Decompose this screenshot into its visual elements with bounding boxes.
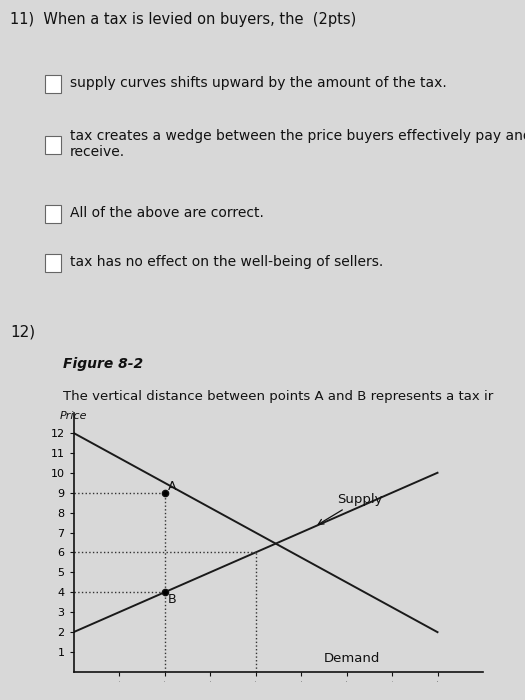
Text: Demand: Demand <box>324 652 380 665</box>
Text: All of the above are correct.: All of the above are correct. <box>70 206 264 220</box>
Text: A: A <box>168 480 176 493</box>
Text: B: B <box>168 594 177 606</box>
Bar <box>45 136 61 154</box>
Bar <box>45 205 61 223</box>
Text: 11)  When a tax is levied on buyers, the  (2pts): 11) When a tax is levied on buyers, the … <box>10 12 357 27</box>
Text: supply curves shifts upward by the amount of the tax.: supply curves shifts upward by the amoun… <box>70 76 447 90</box>
Bar <box>45 254 61 272</box>
Text: 12): 12) <box>10 325 36 340</box>
Text: The vertical distance between points A and B represents a tax ir: The vertical distance between points A a… <box>63 390 494 402</box>
Bar <box>45 75 61 93</box>
Text: Supply: Supply <box>318 493 383 524</box>
Text: tax has no effect on the well-being of sellers.: tax has no effect on the well-being of s… <box>70 255 383 269</box>
Text: Figure 8-2: Figure 8-2 <box>63 357 143 371</box>
Text: Price: Price <box>60 411 87 421</box>
Text: tax creates a wedge between the price buyers effectively pay and the p
receive.: tax creates a wedge between the price bu… <box>70 129 525 159</box>
